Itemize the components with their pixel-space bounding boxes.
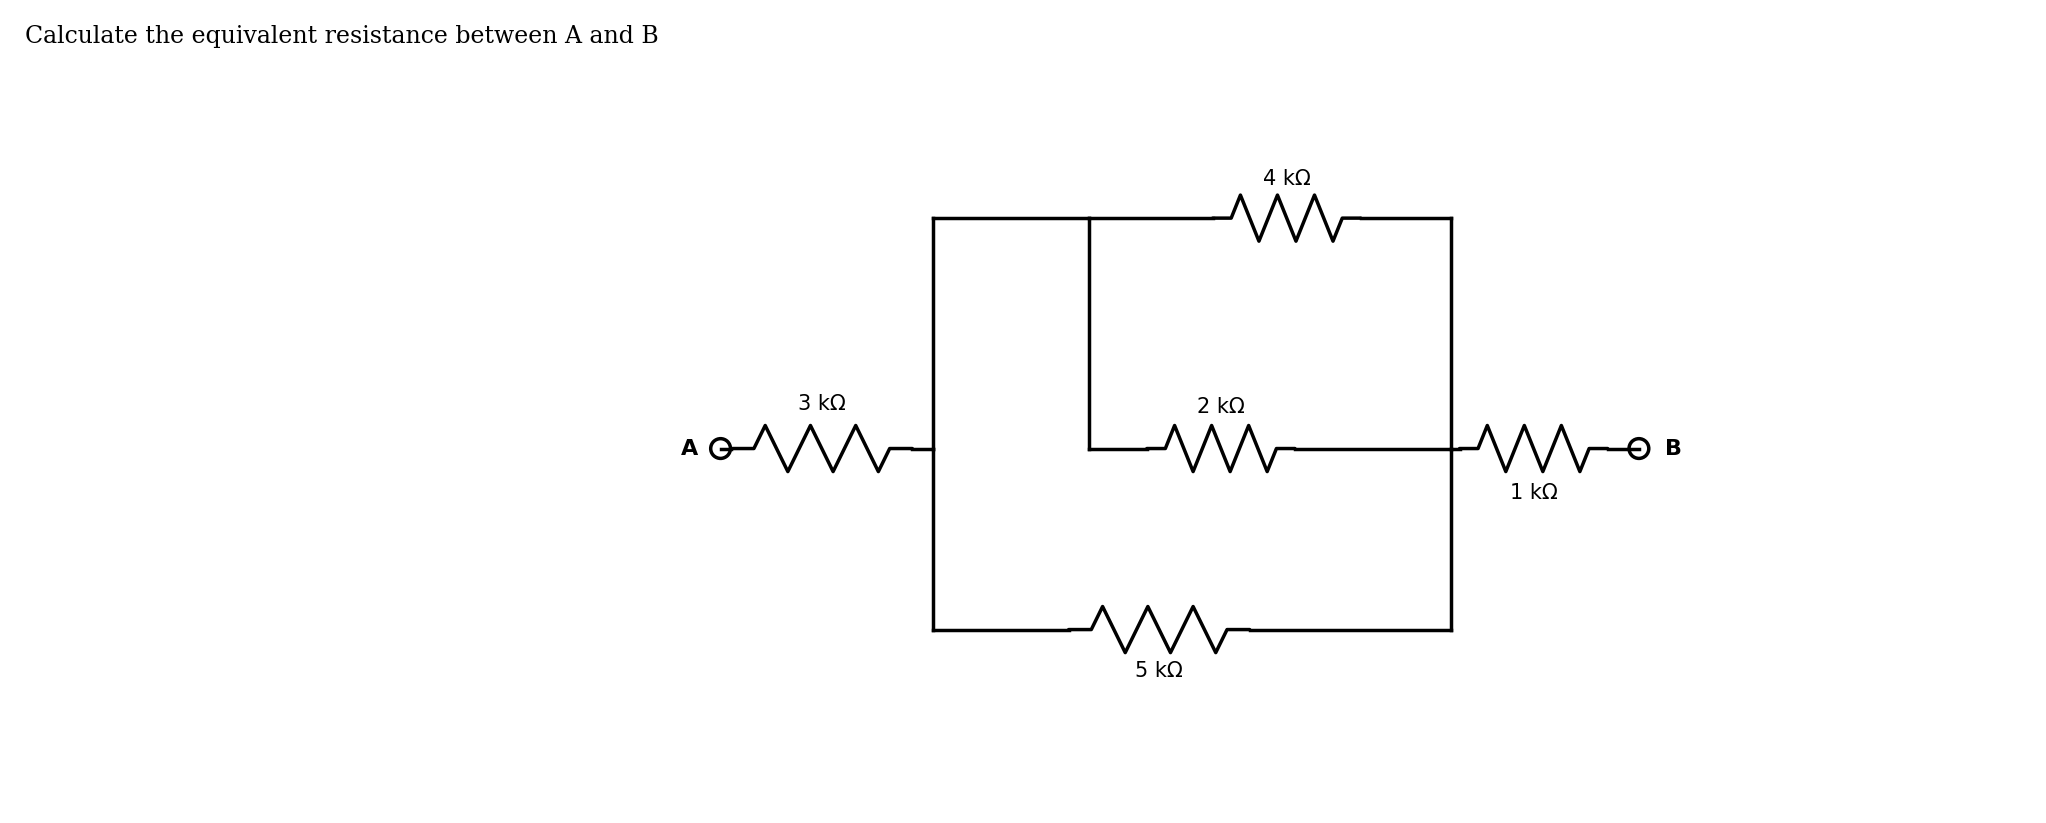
Text: A: A — [681, 439, 698, 458]
Text: Calculate the equivalent resistance between A and B: Calculate the equivalent resistance betw… — [25, 25, 659, 48]
Text: 1 kΩ: 1 kΩ — [1510, 483, 1557, 503]
Text: 2 kΩ: 2 kΩ — [1197, 398, 1244, 417]
Text: 4 kΩ: 4 kΩ — [1262, 170, 1311, 189]
Text: 3 kΩ: 3 kΩ — [798, 394, 845, 414]
Text: B: B — [1665, 439, 1682, 458]
Text: 5 kΩ: 5 kΩ — [1136, 661, 1183, 681]
